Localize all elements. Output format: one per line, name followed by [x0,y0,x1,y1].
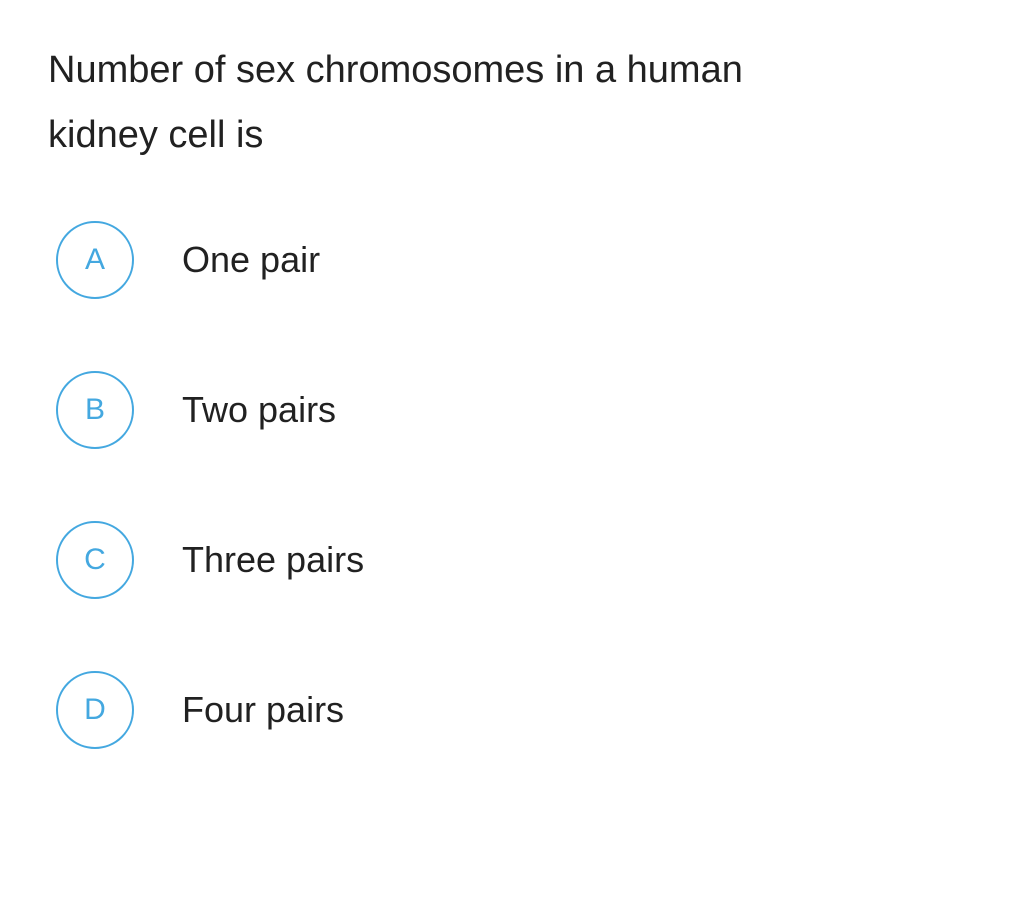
option-label: Four pairs [182,689,344,731]
question-text: Number of sex chromosomes in a human kid… [48,38,994,167]
question-line-2: kidney cell is [48,114,263,156]
option-letter: C [84,543,106,577]
option-circle-icon: C [56,521,134,599]
option-label: Two pairs [182,389,336,431]
option-label: Three pairs [182,539,364,581]
option-a[interactable]: A One pair [56,221,994,299]
option-circle-icon: D [56,671,134,749]
option-b[interactable]: B Two pairs [56,371,994,449]
option-label: One pair [182,239,320,281]
option-d[interactable]: D Four pairs [56,671,994,749]
option-letter: B [85,393,105,427]
option-letter: A [85,243,105,277]
option-circle-icon: B [56,371,134,449]
option-c[interactable]: C Three pairs [56,521,994,599]
question-line-1: Number of sex chromosomes in a human [48,49,743,91]
option-letter: D [84,693,106,727]
options-list: A One pair B Two pairs C Three pairs D F… [48,221,994,749]
option-circle-icon: A [56,221,134,299]
